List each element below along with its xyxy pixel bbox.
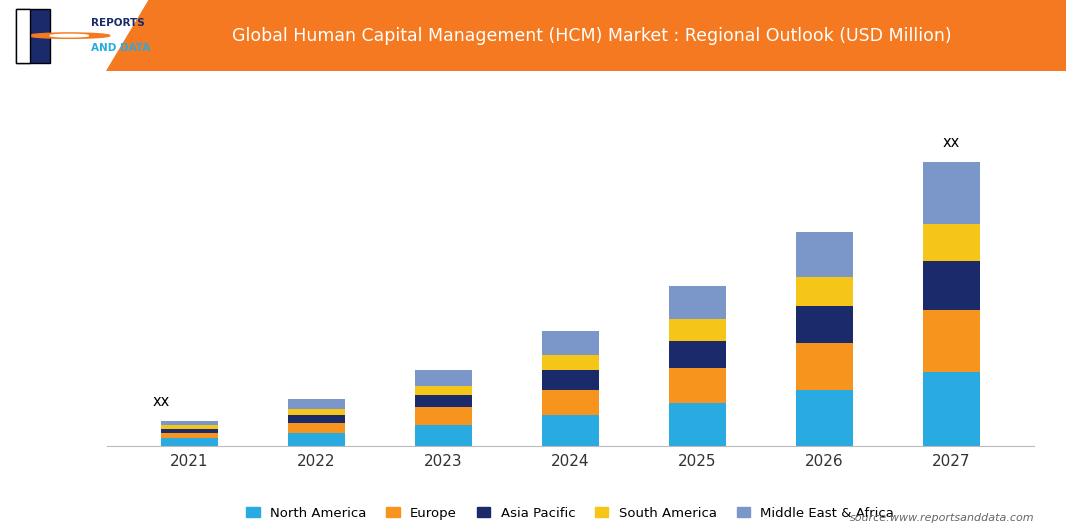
- Bar: [668, 368, 726, 403]
- Bar: [161, 432, 217, 438]
- Bar: [796, 343, 853, 390]
- Text: REPORTS: REPORTS: [91, 18, 144, 28]
- Text: xx: xx: [942, 135, 960, 150]
- Text: AND DATA: AND DATA: [91, 43, 150, 53]
- Bar: [796, 390, 853, 446]
- Bar: [542, 415, 599, 446]
- Polygon shape: [107, 0, 1066, 71]
- FancyBboxPatch shape: [16, 8, 30, 63]
- Bar: [415, 395, 472, 407]
- Circle shape: [29, 33, 110, 39]
- Bar: [668, 403, 726, 446]
- Bar: [288, 423, 344, 432]
- Bar: [288, 409, 344, 415]
- Circle shape: [50, 34, 88, 37]
- Polygon shape: [0, 0, 1066, 71]
- Bar: [923, 224, 980, 261]
- Bar: [923, 310, 980, 372]
- Bar: [288, 432, 344, 446]
- Bar: [668, 341, 726, 368]
- Bar: [668, 319, 726, 341]
- Bar: [415, 407, 472, 425]
- Bar: [415, 370, 472, 386]
- Bar: [796, 232, 853, 277]
- Bar: [796, 277, 853, 306]
- FancyBboxPatch shape: [16, 8, 50, 63]
- Legend: North America, Europe, Asia Pacific, South America, Middle East & Africa: North America, Europe, Asia Pacific, Sou…: [246, 507, 894, 520]
- Bar: [923, 372, 980, 446]
- Bar: [542, 390, 599, 415]
- Bar: [668, 286, 726, 319]
- Bar: [542, 331, 599, 354]
- Bar: [288, 415, 344, 423]
- Text: source:www.reportsanddata.com: source:www.reportsanddata.com: [850, 513, 1034, 523]
- Bar: [923, 261, 980, 310]
- Text: Global Human Capital Management (HCM) Market : Regional Outlook (USD Million): Global Human Capital Management (HCM) Ma…: [231, 26, 952, 45]
- Bar: [796, 306, 853, 343]
- Bar: [415, 425, 472, 446]
- Bar: [542, 370, 599, 390]
- Bar: [161, 438, 217, 446]
- Bar: [542, 354, 599, 370]
- Bar: [288, 399, 344, 409]
- Bar: [161, 429, 217, 432]
- Bar: [161, 421, 217, 426]
- Bar: [923, 162, 980, 224]
- Bar: [415, 386, 472, 395]
- Text: xx: xx: [152, 394, 169, 409]
- Bar: [161, 426, 217, 429]
